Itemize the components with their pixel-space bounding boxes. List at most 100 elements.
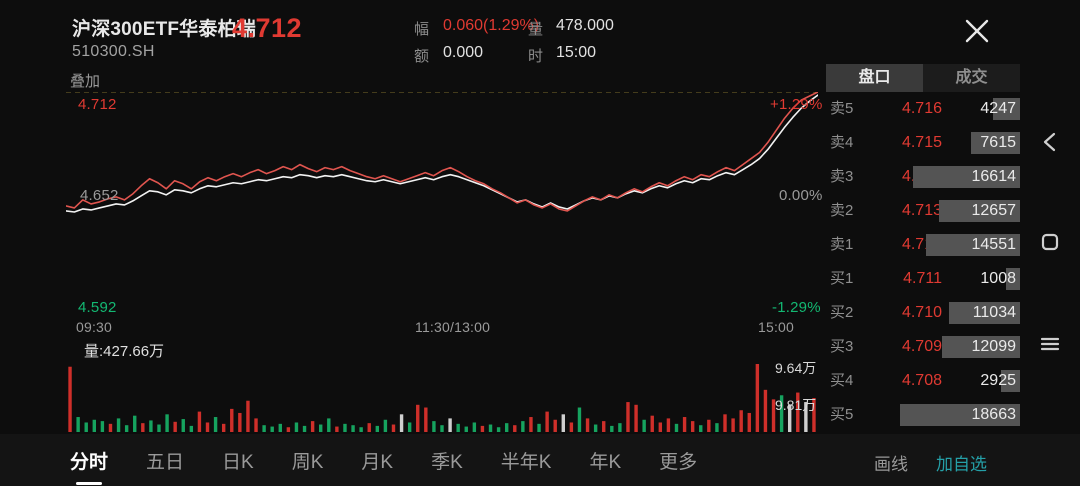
period-tab[interactable]: 分时 <box>70 447 108 474</box>
close-icon[interactable] <box>960 14 994 48</box>
volume-bar <box>634 404 638 432</box>
volume-bar <box>545 411 549 432</box>
order-book-qty-bar <box>926 234 1020 256</box>
stock-code: 510300.SH <box>72 43 155 60</box>
volume-bar <box>399 414 404 432</box>
order-book-qty-cell: 2925 <box>896 370 1020 392</box>
volume-bar <box>238 412 242 432</box>
order-book-row-bid[interactable]: 买4 4.708 2925 <box>826 364 1020 398</box>
volume-bar <box>108 423 113 432</box>
period-tab[interactable]: 更多 <box>659 451 698 473</box>
overlay-label[interactable]: 叠加 <box>70 73 101 90</box>
volume-bar <box>666 418 671 432</box>
volume-bar <box>682 417 687 432</box>
axis-time-close: 15:00 <box>758 319 795 335</box>
stat-value-change: 0.060(1.29%) <box>443 17 540 34</box>
add-to-watchlist-button[interactable]: 加自选 <box>936 455 987 474</box>
axis-pct-zero: 0.00% <box>779 187 823 204</box>
volume-bar <box>610 425 614 432</box>
order-book-row-ask[interactable]: 卖1 4.712 14551 <box>826 228 1020 262</box>
volume-tag-high: 9.64万 <box>775 360 817 376</box>
order-book-level-label: 卖3 <box>830 168 854 185</box>
volume-bar <box>100 421 105 432</box>
volume-bar <box>68 366 72 432</box>
hamburger-recents-icon[interactable] <box>1034 328 1066 360</box>
chevron-left-icon[interactable] <box>1034 126 1066 158</box>
order-book-qty: 14551 <box>971 236 1017 253</box>
stat-label-change: 幅 <box>414 21 430 38</box>
order-book-qty-bar <box>949 302 1020 324</box>
volume-bar <box>763 389 768 432</box>
tab-order-book[interactable]: 盘口 <box>826 64 923 92</box>
order-book-row-bid[interactable]: 买3 4.709 12099 <box>826 330 1020 364</box>
volume-bar <box>577 407 582 432</box>
volume-bar <box>407 422 412 432</box>
volume-bar <box>367 423 371 432</box>
order-book-price: 4.716 <box>901 100 942 117</box>
order-book-qty: 7615 <box>980 134 1016 151</box>
volume-bar <box>76 417 80 432</box>
period-tab[interactable]: 日K <box>222 451 254 473</box>
volume-bar <box>585 418 590 432</box>
order-book-row-bid[interactable]: 买2 4.710 11034 <box>826 296 1020 330</box>
volume-bar <box>779 395 784 432</box>
order-book-level-label: 买3 <box>830 338 854 355</box>
tab-trades[interactable]: 成交 <box>923 64 1020 92</box>
volume-bar <box>472 422 477 432</box>
price-series-last <box>66 92 818 212</box>
volume-bar <box>674 423 679 432</box>
volume-bar <box>254 418 258 432</box>
volume-bar <box>327 418 331 432</box>
square-home-icon[interactable] <box>1034 226 1066 258</box>
order-book-row-ask[interactable]: 卖34.71416614 <box>826 160 1020 194</box>
volume-bar <box>213 417 218 432</box>
period-tab[interactable]: 月K <box>361 451 394 473</box>
order-book-row-bid[interactable]: 买54.70718663 <box>826 398 1020 432</box>
order-book-price: 4.710 <box>901 304 942 321</box>
order-book-row-ask[interactable]: 卖2 4.713 12657 <box>826 194 1020 228</box>
order-book-level-label: 买2 <box>830 304 854 321</box>
order-book-qty-bar <box>942 336 1020 358</box>
order-book-qty-bar <box>938 200 1020 222</box>
order-book-price: 4.715 <box>901 134 942 151</box>
axis-pct-low: -1.29% <box>772 299 821 316</box>
volume-bar <box>658 422 663 432</box>
order-book-price: 4.711 <box>903 270 942 287</box>
volume-bar <box>262 425 266 432</box>
stat-value-time: 15:00 <box>556 44 597 61</box>
period-tab[interactable]: 周K <box>291 451 324 473</box>
order-book-qty: 4247 <box>980 100 1016 117</box>
order-book-qty-cell: 1008 <box>896 268 1020 290</box>
order-book-row-ask[interactable]: 卖5 4.716 4247 <box>826 92 1020 126</box>
volume-bar <box>480 425 485 432</box>
volume-bar <box>246 400 250 432</box>
volume-bars-svg <box>68 364 816 432</box>
period-tab[interactable]: 年K <box>589 451 622 473</box>
volume-bar <box>626 402 630 432</box>
order-book-row-bid[interactable]: 买1 4.711 1008 <box>826 262 1020 296</box>
volume-bar <box>157 424 161 432</box>
intraday-chart[interactable]: 叠加 <box>66 66 818 334</box>
period-tab[interactable]: 五日 <box>146 451 185 473</box>
volume-bar <box>464 426 468 432</box>
volume-bar <box>723 414 727 432</box>
order-book-row-ask[interactable]: 卖4 4.715 7615 <box>826 126 1020 160</box>
volume-bar <box>804 402 808 432</box>
order-book-level-label: 买5 <box>830 406 854 423</box>
volume-bar <box>747 412 751 432</box>
axis-time-mid: 11:30/13:00 <box>415 319 491 335</box>
order-book-rows: 卖5 4.716 4247 卖4 4.715 7615 卖34.71416614 卖2 4.71… <box>826 92 1020 432</box>
stat-label-volume: 量 <box>528 21 544 38</box>
volume-bar <box>294 422 299 432</box>
volume-bar <box>796 392 800 432</box>
volume-bar <box>181 419 185 432</box>
period-tab[interactable]: 半年K <box>500 451 552 473</box>
volume-bar <box>715 423 719 432</box>
volume-tag-low: 9.81万 <box>775 397 817 413</box>
period-tab[interactable]: 季K <box>431 451 463 473</box>
volume-bar <box>812 398 816 432</box>
draw-button[interactable]: 画线 <box>874 455 908 474</box>
axis-pct-high: +1.29% <box>770 96 823 113</box>
volume-bar <box>731 418 735 432</box>
